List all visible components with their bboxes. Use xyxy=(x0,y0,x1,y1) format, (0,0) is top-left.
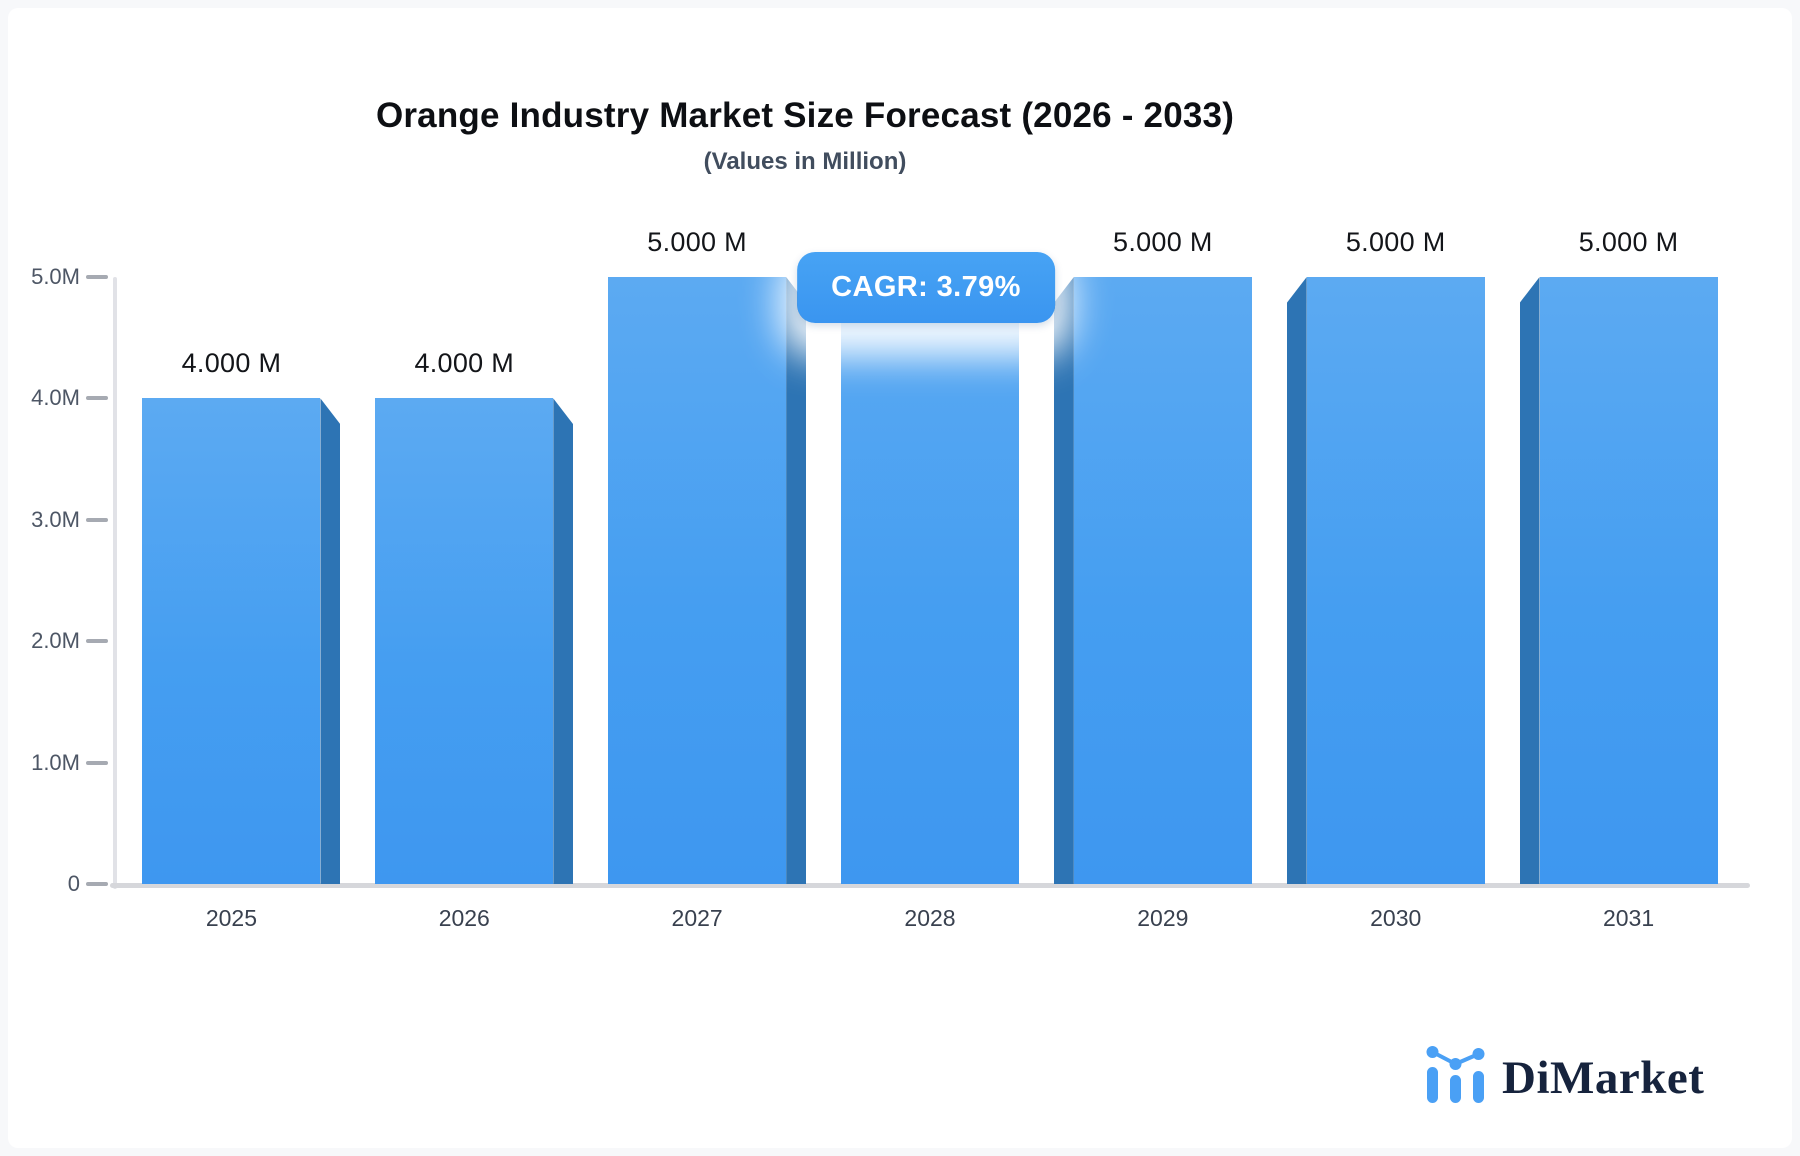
x-axis-label-2031: 2031 xyxy=(1602,905,1655,931)
cagr-badge: CAGR: 3.79% xyxy=(797,252,1055,323)
y-axis-tick-mark xyxy=(86,882,108,886)
bar-2028[interactable] xyxy=(841,277,1019,884)
bar-3d-side-2031 xyxy=(1519,277,1540,884)
logo-dimarket[interactable]: DiMarket xyxy=(1424,1044,1704,1111)
bar-value-label-2025: 4.000 M xyxy=(181,348,282,379)
bar-3d-side-2029 xyxy=(1053,277,1074,884)
bar-value-label-2030: 5.000 M xyxy=(1345,227,1446,257)
x-axis-label-2027: 2027 xyxy=(671,905,723,931)
y-axis-tick-mark xyxy=(86,275,108,279)
y-axis-tick-label: 4.0M xyxy=(31,385,80,411)
x-axis-label-2028: 2028 xyxy=(904,905,956,931)
x-axis-label-2025: 2025 xyxy=(205,905,257,931)
y-axis-tick-label: 5.0M xyxy=(31,264,80,289)
x-axis-label-2026: 2026 xyxy=(438,905,490,931)
bar-2025[interactable] xyxy=(142,398,321,884)
x-axis-baseline xyxy=(110,883,1750,888)
bar-value-label-2027: 5.000 M xyxy=(647,227,747,257)
chart-subtitle: (Values in Million) xyxy=(703,148,907,175)
y-axis-tick-mark xyxy=(86,639,108,644)
bar-value-label-2029: 5.000 M xyxy=(1113,227,1213,257)
bar-value-label-2026: 4.000 M xyxy=(414,348,515,379)
y-axis-tick-mark xyxy=(86,396,108,401)
bar-2026[interactable] xyxy=(375,398,554,884)
bar-3d-side-2025 xyxy=(320,398,341,884)
logo-text: DiMarket xyxy=(1502,1051,1705,1104)
x-axis-label-2030: 2030 xyxy=(1370,905,1422,931)
y-axis-tick-label: 2.0M xyxy=(31,628,80,654)
bar-2027[interactable] xyxy=(608,277,787,884)
bar-chart-logo-icon xyxy=(1424,1044,1488,1111)
chart-title: Orange Industry Market Size Forecast (20… xyxy=(375,96,1235,135)
bar-3d-side-2030 xyxy=(1286,277,1307,884)
bar-value-label-2031: 5.000 M xyxy=(1578,227,1679,257)
bar-2030[interactable] xyxy=(1306,277,1485,884)
bar-2031[interactable] xyxy=(1539,277,1718,884)
bar-3d-side-2026 xyxy=(553,398,574,884)
bar-2029[interactable] xyxy=(1073,277,1252,884)
y-axis-line xyxy=(113,277,117,889)
y-axis-tick-label: 3.0M xyxy=(31,506,80,532)
y-axis-tick-mark xyxy=(86,517,108,522)
y-axis-tick-mark xyxy=(86,760,108,765)
bar-3d-side-2027 xyxy=(786,277,807,884)
y-axis-tick-label: 0 xyxy=(67,871,80,896)
x-axis-label-2029: 2029 xyxy=(1137,905,1189,931)
y-axis-tick-label: 1.0M xyxy=(31,749,80,775)
